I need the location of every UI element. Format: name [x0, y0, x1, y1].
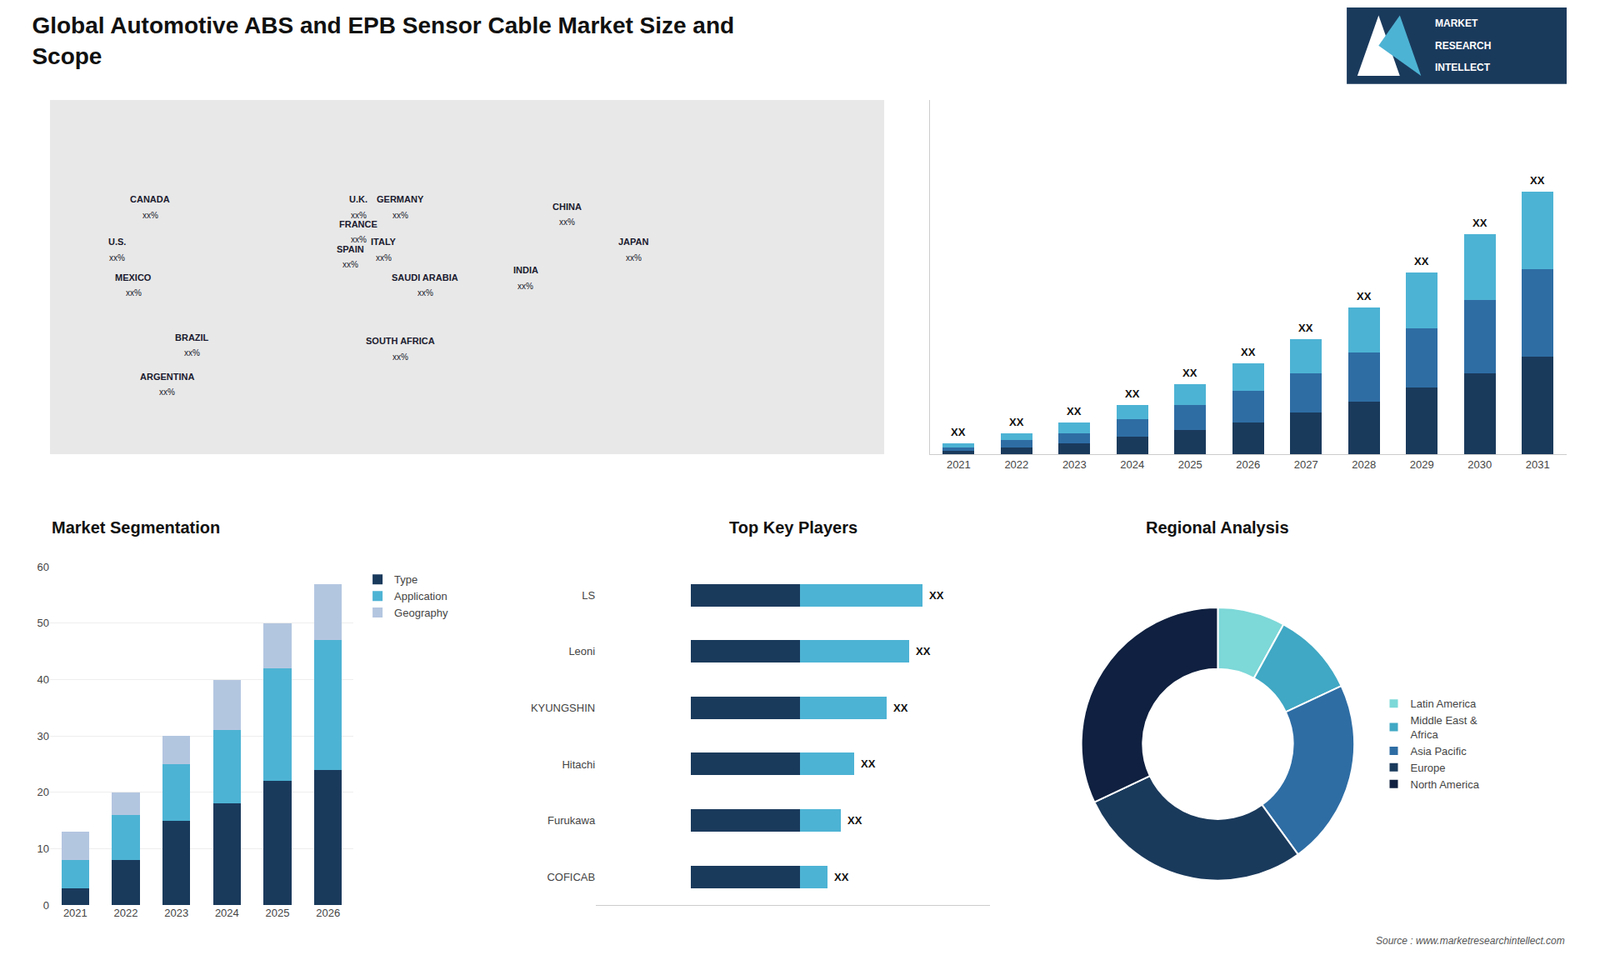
- svg-text:GERMANY: GERMANY: [376, 194, 425, 205]
- svg-text:COFICAB: COFICAB: [546, 870, 595, 884]
- svg-text:xx%: xx%: [417, 288, 434, 298]
- svg-text:Europe: Europe: [1410, 761, 1446, 775]
- svg-text:Geography: Geography: [394, 606, 449, 620]
- svg-text:XX: XX: [860, 757, 876, 770]
- svg-text:LS: LS: [581, 589, 595, 602]
- svg-text:XX: XX: [1472, 216, 1488, 230]
- svg-text:XX: XX: [1414, 255, 1430, 268]
- svg-text:U.S.: U.S.: [108, 236, 126, 247]
- svg-text:50: 50: [37, 616, 50, 630]
- svg-text:BRAZIL: BRAZIL: [175, 332, 210, 343]
- svg-text:SPAIN: SPAIN: [336, 244, 365, 255]
- svg-text:INDIA: INDIA: [513, 265, 539, 275]
- svg-text:40: 40: [37, 673, 50, 686]
- svg-text:xx%: xx%: [350, 210, 367, 220]
- svg-text:2027: 2027: [1294, 458, 1319, 471]
- svg-text:Latin America: Latin America: [1410, 697, 1478, 710]
- svg-text:60: 60: [37, 560, 50, 574]
- svg-text:xx%: xx%: [159, 387, 175, 397]
- svg-text:Source : www.marketresearchint: Source : www.marketresearchintellect.com: [1375, 935, 1565, 947]
- svg-text:XX: XX: [1298, 321, 1314, 335]
- svg-text:xx%: xx%: [559, 217, 575, 227]
- svg-text:XX: XX: [1066, 405, 1082, 418]
- svg-text:CHINA: CHINA: [552, 201, 582, 212]
- svg-text:xx%: xx%: [350, 235, 367, 245]
- svg-text:xx%: xx%: [392, 352, 409, 362]
- svg-text:XX: XX: [1240, 345, 1256, 359]
- svg-text:MEXICO: MEXICO: [115, 272, 152, 283]
- svg-text:Middle East &Africa: Middle East &Africa: [1410, 714, 1479, 741]
- svg-text:Furukawa: Furukawa: [547, 814, 596, 827]
- svg-text:2022: 2022: [114, 906, 139, 920]
- svg-text:XX: XX: [1125, 387, 1140, 400]
- svg-text:XX: XX: [950, 425, 966, 439]
- svg-text:XX: XX: [1530, 174, 1545, 187]
- svg-text:2026: 2026: [1235, 458, 1260, 471]
- svg-text:FRANCE: FRANCE: [339, 219, 378, 230]
- svg-text:XX: XX: [847, 814, 863, 827]
- svg-text:KYUNGSHIN: KYUNGSHIN: [530, 701, 595, 715]
- svg-text:XX: XX: [929, 589, 945, 602]
- svg-text:0: 0: [43, 899, 50, 912]
- svg-text:SOUTH AFRICA: SOUTH AFRICA: [365, 335, 435, 346]
- svg-text:2030: 2030: [1467, 458, 1492, 471]
- svg-text:XX: XX: [834, 870, 850, 884]
- svg-text:xx%: xx%: [142, 210, 159, 220]
- svg-text:2023: 2023: [164, 906, 189, 920]
- svg-text:xx%: xx%: [517, 281, 534, 291]
- svg-text:2028: 2028: [1351, 458, 1376, 471]
- svg-text:2029: 2029: [1410, 458, 1435, 471]
- svg-text:xx%: xx%: [184, 348, 200, 358]
- svg-text:Hitachi: Hitachi: [561, 758, 595, 771]
- svg-text:INTELLECT: INTELLECT: [1435, 61, 1491, 74]
- svg-text:XX: XX: [893, 701, 909, 715]
- svg-text:JAPAN: JAPAN: [618, 236, 650, 247]
- svg-text:U.K.: U.K.: [349, 194, 368, 205]
- svg-text:RESEARCH: RESEARCH: [1435, 40, 1491, 52]
- svg-text:2031: 2031: [1525, 458, 1550, 471]
- svg-text:xx%: xx%: [375, 253, 392, 263]
- svg-text:2026: 2026: [315, 906, 340, 920]
- svg-text:Top Key Players: Top Key Players: [729, 518, 858, 537]
- svg-text:20: 20: [37, 785, 50, 799]
- svg-text:XX: XX: [1356, 290, 1372, 303]
- svg-text:2024: 2024: [1120, 458, 1145, 471]
- svg-text:2021: 2021: [63, 906, 88, 920]
- svg-text:Global Automotive ABS and EPB: Global Automotive ABS and EPB Sensor Cab…: [31, 12, 735, 69]
- svg-text:ITALY: ITALY: [370, 236, 397, 247]
- svg-text:2025: 2025: [265, 906, 290, 920]
- svg-text:SAUDI ARABIA: SAUDI ARABIA: [391, 272, 459, 283]
- svg-text:2023: 2023: [1062, 458, 1087, 471]
- svg-text:MARKET: MARKET: [1435, 17, 1479, 30]
- svg-text:Application: Application: [394, 590, 448, 603]
- svg-text:CANADA: CANADA: [130, 194, 170, 205]
- svg-text:North America: North America: [1410, 778, 1480, 791]
- svg-text:2022: 2022: [1004, 458, 1029, 471]
- svg-text:Leoni: Leoni: [568, 645, 595, 658]
- svg-text:xx%: xx%: [625, 253, 642, 263]
- svg-text:2021: 2021: [946, 458, 971, 471]
- svg-text:XX: XX: [915, 645, 931, 658]
- svg-text:Regional Analysis: Regional Analysis: [1145, 518, 1290, 537]
- svg-text:ARGENTINA: ARGENTINA: [140, 371, 195, 382]
- svg-text:2024: 2024: [215, 906, 240, 920]
- svg-text:Asia Pacific: Asia Pacific: [1410, 745, 1468, 758]
- svg-text:2025: 2025: [1178, 458, 1203, 471]
- svg-text:xx%: xx%: [392, 210, 409, 220]
- svg-text:Market Segmentation: Market Segmentation: [51, 518, 220, 537]
- svg-text:10: 10: [37, 842, 50, 855]
- svg-text:30: 30: [37, 730, 50, 743]
- svg-text:xx%: xx%: [109, 253, 125, 263]
- svg-text:xx%: xx%: [342, 260, 359, 270]
- svg-text:XX: XX: [1182, 366, 1198, 380]
- svg-text:xx%: xx%: [125, 288, 142, 298]
- svg-text:Type: Type: [394, 573, 418, 586]
- svg-text:XX: XX: [1009, 415, 1025, 429]
